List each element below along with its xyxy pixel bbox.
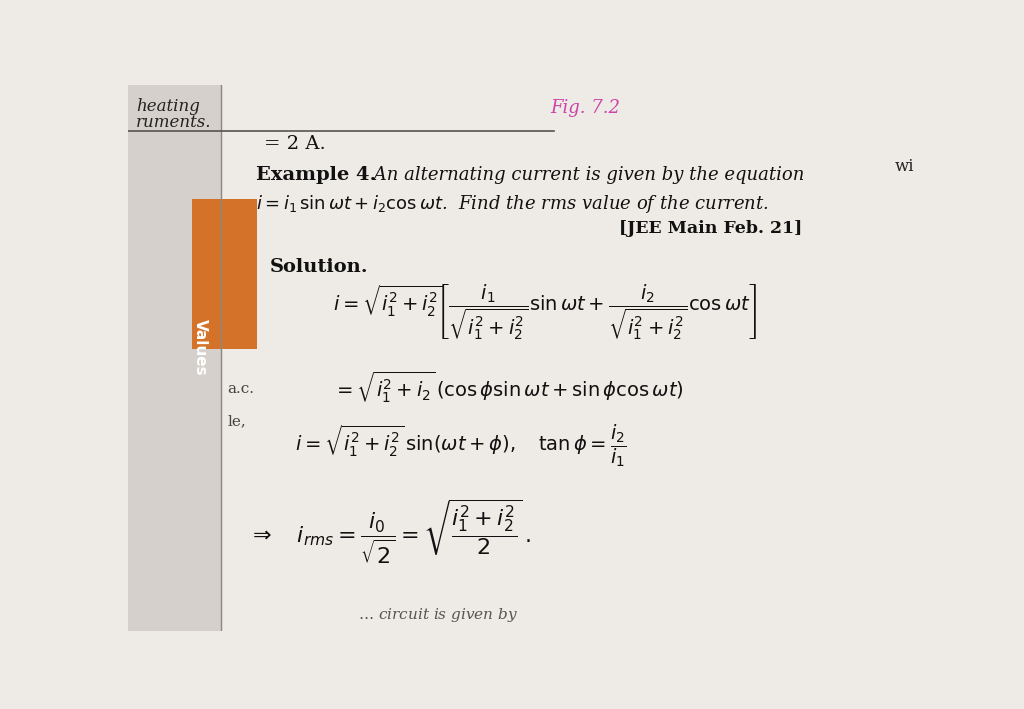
Text: le,: le, — [227, 415, 246, 429]
Text: a.c.: a.c. — [227, 381, 254, 396]
Text: Values: Values — [194, 318, 208, 375]
Bar — [128, 85, 221, 631]
Text: An alternating current is given by the equation: An alternating current is given by the e… — [369, 166, 805, 184]
Text: ruments.: ruments. — [136, 113, 211, 130]
Text: $i = \sqrt{i_1^2+i_2^2}\,\sin(\omega t+\phi),\quad\tan\phi = \dfrac{i_2}{i_1}$: $i = \sqrt{i_1^2+i_2^2}\,\sin(\omega t+\… — [295, 422, 627, 469]
Text: $\ldots$ circuit is given by: $\ldots$ circuit is given by — [358, 606, 518, 624]
Text: $\Rightarrow\quad i_{rms} = \dfrac{i_0}{\sqrt{2}} = \sqrt{\dfrac{i_1^2+i_2^2}{2}: $\Rightarrow\quad i_{rms} = \dfrac{i_0}{… — [248, 497, 531, 566]
Bar — [191, 199, 257, 350]
Text: Solution.: Solution. — [270, 258, 369, 277]
Text: heating: heating — [136, 98, 200, 115]
Text: [JEE Main Feb. 21]: [JEE Main Feb. 21] — [618, 220, 802, 237]
Text: wi: wi — [895, 158, 914, 175]
Text: Fig. 7.2: Fig. 7.2 — [550, 99, 621, 117]
Text: $= \sqrt{i_1^2+i_2}\,(\cos\phi\sin\omega t + \sin\phi\cos\omega t)$: $= \sqrt{i_1^2+i_2}\,(\cos\phi\sin\omega… — [334, 370, 684, 406]
Text: $i = \sqrt{i_1^2+i_2^2}\!\left[\dfrac{i_1}{\sqrt{i_1^2+i_2^2}}\sin\omega t + \df: $i = \sqrt{i_1^2+i_2^2}\!\left[\dfrac{i_… — [334, 282, 757, 342]
Text: Example 4.: Example 4. — [256, 166, 376, 184]
Text: $i = i_1\,\sin\omega t + i_2\cos\omega t$.  Find the rms value of the current.: $i = i_1\,\sin\omega t + i_2\cos\omega t… — [256, 193, 769, 215]
Text: = 2 A.: = 2 A. — [263, 135, 326, 153]
